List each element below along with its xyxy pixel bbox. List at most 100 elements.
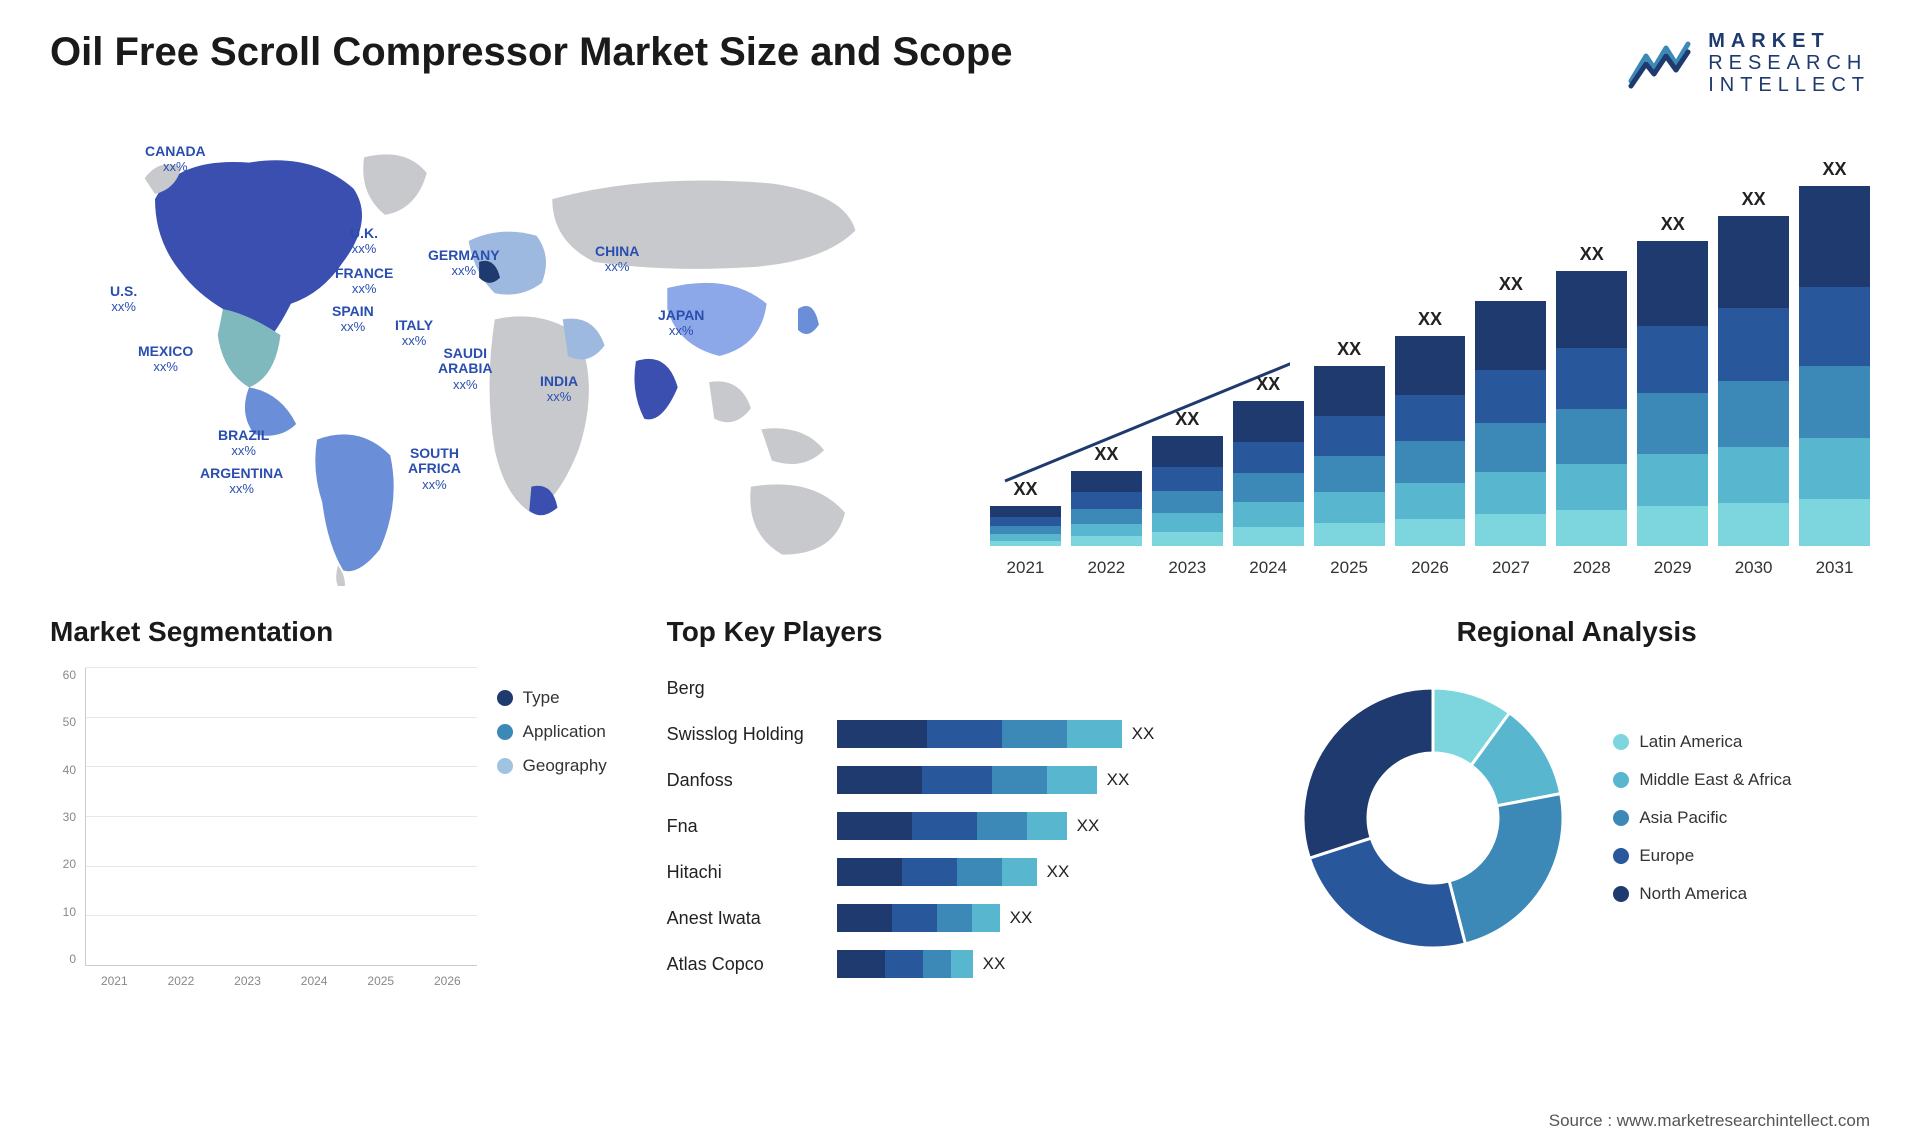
top-row: CANADAxx%U.S.xx%MEXICOxx%BRAZILxx%ARGENT… [50,126,1870,586]
player-name: Anest Iwata [667,908,827,929]
growth-bar-value: XX [1742,189,1766,210]
header-row: Oil Free Scroll Compressor Market Size a… [50,30,1870,96]
map-label-spain: SPAINxx% [332,304,374,335]
player-value: XX [983,954,1006,974]
segmentation-legend: Type Application Geography [497,668,637,996]
logo: MARKET RESEARCH INTELLECT [1626,30,1870,96]
growth-year-label: 2031 [1799,558,1870,578]
seg-ytick: 60 [50,668,80,682]
growth-year-label: 2021 [990,558,1061,578]
growth-chart-panel: XXXXXXXXXXXXXXXXXXXXXX 20212022202320242… [990,126,1870,586]
player-value: XX [1132,724,1155,744]
growth-bar-2030: XX [1718,189,1789,546]
growth-bar-2026: XX [1395,309,1466,546]
map-label-mexico: MEXICOxx% [138,344,193,375]
seg-year-label: 2024 [285,974,344,988]
player-name: Berg [667,678,827,699]
player-row-hitachi: Hitachi XX [667,852,1254,892]
seg-legend-item: Type [497,688,637,708]
player-value: XX [1107,770,1130,790]
growth-bar-value: XX [1418,309,1442,330]
growth-bar-value: XX [1661,214,1685,235]
growth-xaxis: 2021202220232024202520262027202820292030… [990,558,1870,578]
map-label-france: FRANCExx% [335,266,393,297]
growth-bar-value: XX [1013,479,1037,500]
world-map-panel: CANADAxx%U.S.xx%MEXICOxx%BRAZILxx%ARGENT… [50,126,950,586]
player-name: Atlas Copco [667,954,827,975]
player-value: XX [1077,816,1100,836]
regional-legend-item: Europe [1613,846,1791,866]
players-title: Top Key Players [667,616,1254,648]
growth-year-label: 2023 [1152,558,1223,578]
segmentation-panel: Market Segmentation 0 10 20 30 40 50 60 2021 20… [50,616,637,996]
growth-year-label: 2029 [1637,558,1708,578]
regional-donut [1283,668,1583,968]
growth-bar-2025: XX [1314,339,1385,546]
seg-year-label: 2026 [418,974,477,988]
map-label-italy: ITALYxx% [395,318,433,349]
map-label-argentina: ARGENTINAxx% [200,466,283,497]
growth-bar-2023: XX [1152,409,1223,546]
player-name: Hitachi [667,862,827,883]
seg-ytick: 10 [50,905,80,919]
seg-ytick: 20 [50,857,80,871]
growth-bar-2024: XX [1233,374,1304,546]
growth-bar-value: XX [1499,274,1523,295]
donut-slice-europe [1310,838,1466,948]
players-panel: Top Key Players Berg Swisslog Holding XX Da… [667,616,1254,996]
growth-bar-2027: XX [1475,274,1546,546]
map-label-saudi-arabia: SAUDIARABIAxx% [438,346,492,392]
map-label-japan: JAPANxx% [658,308,704,339]
seg-legend-item: Application [497,722,637,742]
regional-legend: Latin America Middle East & Africa Asia Pa… [1613,732,1791,904]
seg-ytick: 30 [50,810,80,824]
growth-year-label: 2024 [1233,558,1304,578]
player-name: Fna [667,816,827,837]
player-name: Danfoss [667,770,827,791]
player-row-swisslog-holding: Swisslog Holding XX [667,714,1254,754]
bottom-row: Market Segmentation 0 10 20 30 40 50 60 2021 20… [50,616,1870,996]
growth-year-label: 2030 [1718,558,1789,578]
player-row-atlas-copco: Atlas Copco XX [667,944,1254,984]
growth-bar-value: XX [1256,374,1280,395]
regional-legend-item: Latin America [1613,732,1791,752]
seg-ytick: 0 [50,952,80,966]
player-name: Swisslog Holding [667,724,827,745]
player-value: XX [1010,908,1033,928]
map-label-south-africa: SOUTHAFRICAxx% [408,446,461,492]
source-text: Source : www.marketresearchintellect.com [1549,1111,1870,1131]
players-list: BergSwisslog HoldingXXDanfossXXFnaXXHita… [667,668,1254,996]
seg-year-label: 2022 [152,974,211,988]
seg-ytick: 50 [50,715,80,729]
regional-legend-item: Asia Pacific [1613,808,1791,828]
seg-year-label: 2023 [218,974,277,988]
map-label-u-s-: U.S.xx% [110,284,137,315]
growth-bar-2029: XX [1637,214,1708,546]
map-label-u-k-: U.K.xx% [350,226,378,257]
growth-bar-2022: XX [1071,444,1142,546]
growth-bar-2031: XX [1799,159,1870,546]
page-title: Oil Free Scroll Compressor Market Size a… [50,30,1013,75]
seg-year-label: 2021 [85,974,144,988]
map-label-canada: CANADAxx% [145,144,206,175]
regional-legend-item: Middle East & Africa [1613,770,1791,790]
player-row-berg: Berg [667,668,1254,708]
logo-icon [1626,36,1696,91]
regional-title: Regional Analysis [1283,616,1870,648]
seg-ytick: 40 [50,763,80,777]
growth-year-label: 2022 [1071,558,1142,578]
growth-bar-value: XX [1580,244,1604,265]
regional-panel: Regional Analysis Latin America Middle Ea… [1283,616,1870,996]
seg-legend-item: Geography [497,756,637,776]
growth-year-label: 2027 [1475,558,1546,578]
growth-year-label: 2026 [1395,558,1466,578]
logo-text: MARKET RESEARCH INTELLECT [1708,30,1870,96]
growth-year-label: 2025 [1314,558,1385,578]
map-label-china: CHINAxx% [595,244,639,275]
donut-slice-north-america [1303,688,1433,858]
player-value: XX [1047,862,1070,882]
growth-bars: XXXXXXXXXXXXXXXXXXXXXX [990,166,1870,546]
growth-bar-2028: XX [1556,244,1627,546]
player-row-fna: Fna XX [667,806,1254,846]
segmentation-title: Market Segmentation [50,616,637,648]
